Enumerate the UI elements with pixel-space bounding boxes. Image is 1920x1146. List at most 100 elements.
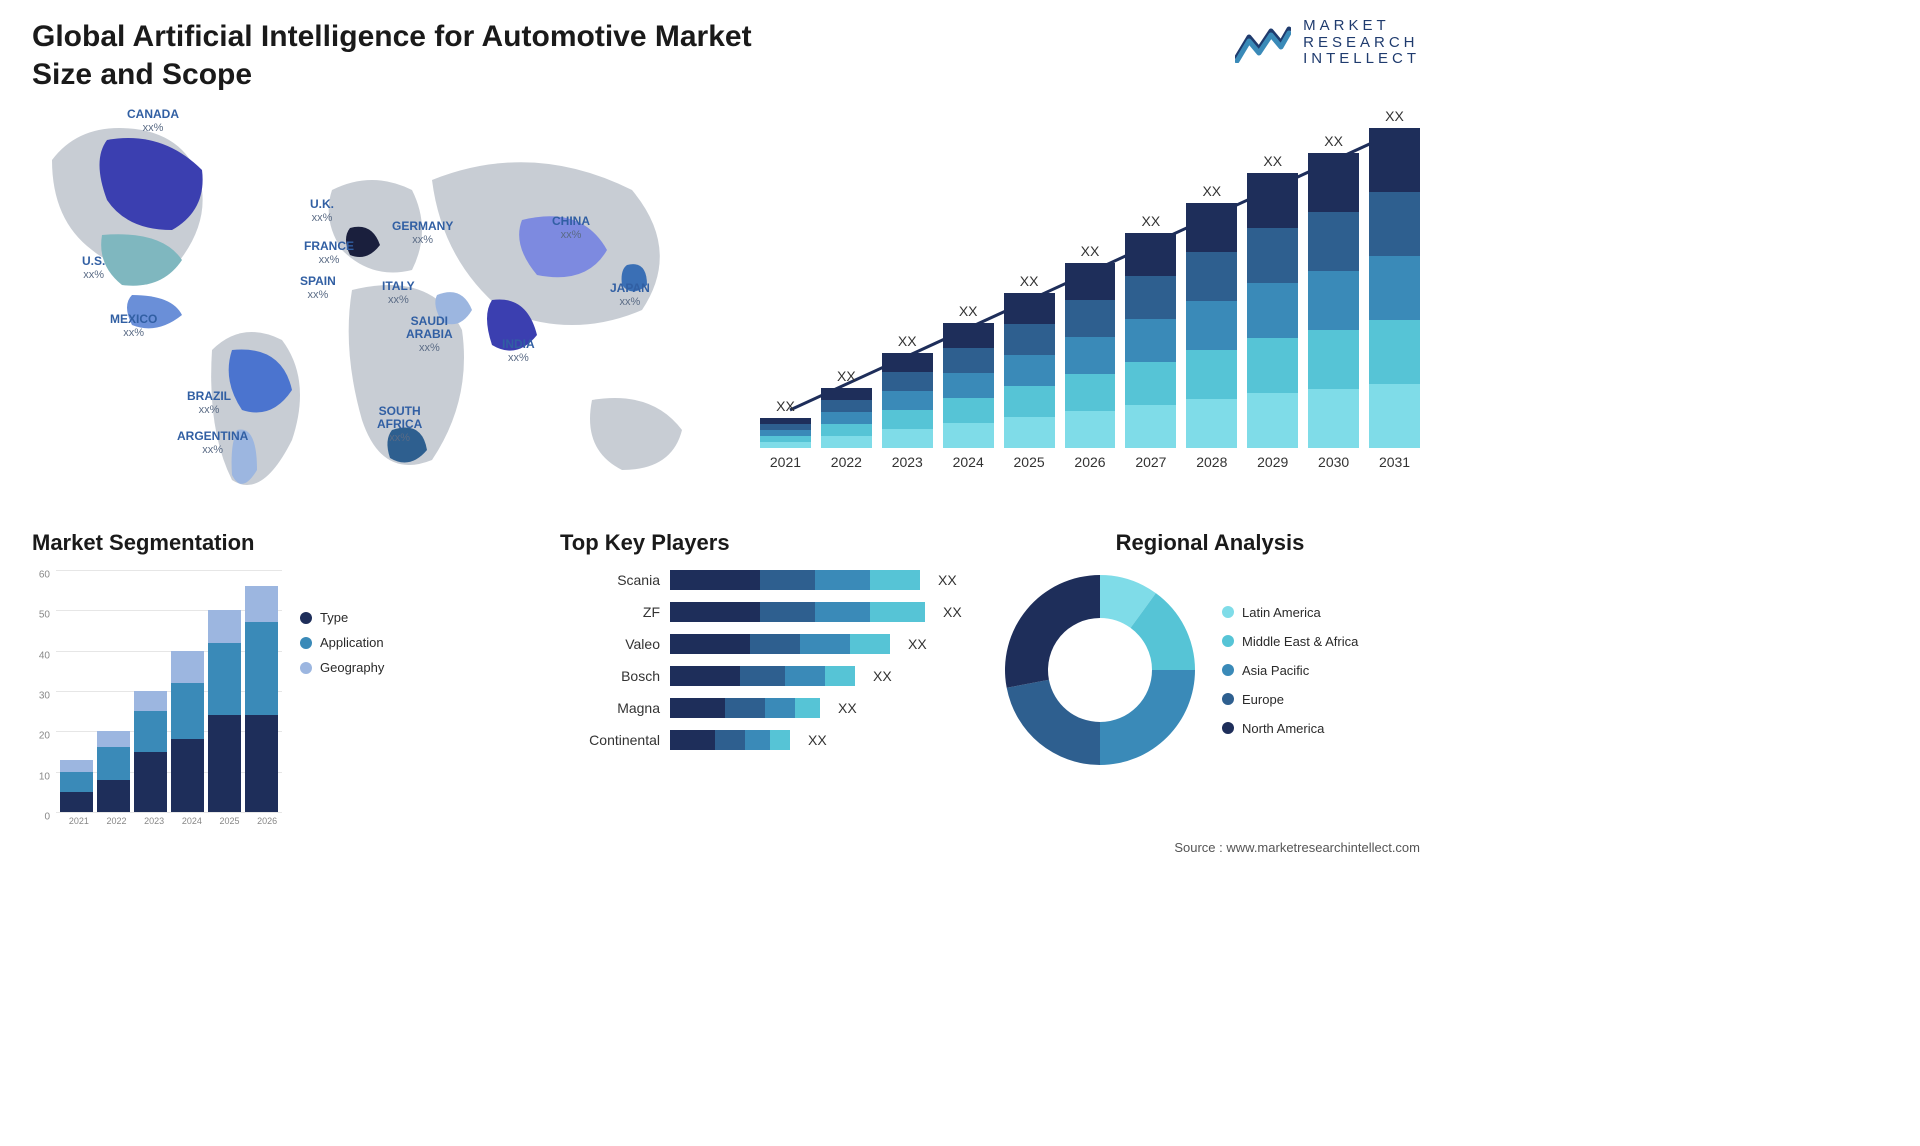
seg-x-label: 2024 [182,816,202,826]
growth-bar-segment [821,424,872,436]
growth-bar-column: XX2030 [1308,133,1359,470]
map-country-label: SAUDIARABIAxx% [406,315,453,355]
growth-bar-column: XX2021 [760,398,811,470]
key-player-bar-segment [670,634,750,654]
growth-bar-segment [1308,212,1359,271]
seg-bar-segment [134,711,167,751]
seg-bar-column [134,691,167,812]
key-player-value: XX [938,572,957,588]
donut-slice [1100,670,1195,765]
growth-bar-segment [1369,256,1420,320]
growth-bar-year: 2025 [1014,454,1045,470]
growth-bar-segment [943,323,994,348]
page-title: Global Artificial Intelligence for Autom… [32,18,812,93]
growth-bar-segment [1186,399,1237,448]
key-player-row: ZFXX [560,602,990,622]
map-country-label: INDIAxx% [502,338,535,364]
key-player-label: Bosch [560,668,660,684]
legend-swatch [1222,635,1234,647]
key-player-bar-segment [740,666,785,686]
growth-bar-segment [1004,417,1055,448]
key-player-row: ContinentalXX [560,730,990,750]
segmentation-section: Market Segmentation 0102030405060 202120… [32,530,462,830]
growth-bar-column: XX2031 [1369,108,1420,470]
growth-bar-value: XX [1020,273,1039,289]
growth-bar-year: 2027 [1135,454,1166,470]
seg-legend-item: Application [300,635,384,650]
seg-bar-segment [60,772,93,792]
legend-swatch [1222,606,1234,618]
seg-ytick: 40 [39,650,50,661]
growth-bar-column: XX2027 [1125,213,1176,470]
map-country-label: BRAZILxx% [187,390,231,416]
key-player-bar-segment [765,698,795,718]
growth-bar-value: XX [1263,153,1282,169]
legend-label: Type [320,610,348,625]
key-player-bar-segment [815,602,870,622]
regional-section: Regional Analysis Latin AmericaMiddle Ea… [1000,530,1420,770]
growth-bar-year: 2031 [1379,454,1410,470]
key-player-bar-segment [770,730,790,750]
seg-bar-segment [60,792,93,812]
seg-bar-segment [171,683,204,739]
map-country-label: U.K.xx% [310,198,334,224]
growth-bar-value: XX [898,333,917,349]
seg-bar-segment [97,780,130,812]
growth-bar-value: XX [837,368,856,384]
growth-bar-segment [1247,173,1298,228]
key-player-bar-segment [670,570,760,590]
seg-bar-segment [208,643,241,716]
growth-bar-segment [943,423,994,448]
regional-legend-item: North America [1222,721,1358,736]
seg-bar-segment [171,739,204,812]
growth-bar-segment [1369,384,1420,448]
growth-bar-segment [1125,276,1176,319]
map-country-label: ARGENTINAxx% [177,430,248,456]
growth-bar-year: 2024 [953,454,984,470]
key-players-chart: ScaniaXXZFXXValeoXXBoschXXMagnaXXContine… [560,570,990,750]
seg-legend-item: Type [300,610,384,625]
map-country-label: SPAINxx% [300,275,336,301]
key-player-bar-segment [760,602,815,622]
key-player-label: Valeo [560,636,660,652]
key-player-bar-segment [815,570,870,590]
growth-bar-year: 2023 [892,454,923,470]
growth-bar-segment [1065,374,1116,411]
growth-bar-segment [821,436,872,448]
legend-label: Geography [320,660,384,675]
seg-ytick: 10 [39,771,50,782]
growth-bar-segment [1065,300,1116,337]
key-player-bar-segment [870,602,925,622]
key-player-value: XX [838,700,857,716]
seg-ytick: 20 [39,731,50,742]
growth-bar-column: XX2029 [1247,153,1298,470]
key-player-label: ZF [560,604,660,620]
key-player-bar-segment [800,634,850,654]
seg-ytick: 0 [44,812,50,823]
growth-bar-value: XX [1324,133,1343,149]
map-country-label: ITALYxx% [382,280,415,306]
seg-x-label: 2022 [106,816,126,826]
growth-bar-segment [1247,283,1298,338]
regional-donut-chart [1000,570,1200,770]
growth-bar-segment [882,353,933,372]
seg-bar-segment [134,752,167,813]
growth-bar-segment [1369,320,1420,384]
map-country-label: FRANCExx% [304,240,354,266]
growth-bar-segment [1186,301,1237,350]
growth-bar-segment [1125,233,1176,276]
seg-bar-column [208,610,241,812]
regional-legend-item: Asia Pacific [1222,663,1358,678]
key-player-value: XX [908,636,927,652]
regional-legend-item: Europe [1222,692,1358,707]
seg-ytick: 60 [39,570,50,581]
growth-bar-segment [943,398,994,423]
donut-slice [1005,575,1100,688]
growth-bar-segment [1308,330,1359,389]
growth-bar-segment [1247,393,1298,448]
segmentation-title: Market Segmentation [32,530,462,556]
map-country-label: SOUTHAFRICAxx% [377,405,422,445]
key-player-bar-segment [715,730,745,750]
map-country-label: CANADAxx% [127,108,179,134]
legend-swatch [1222,693,1234,705]
